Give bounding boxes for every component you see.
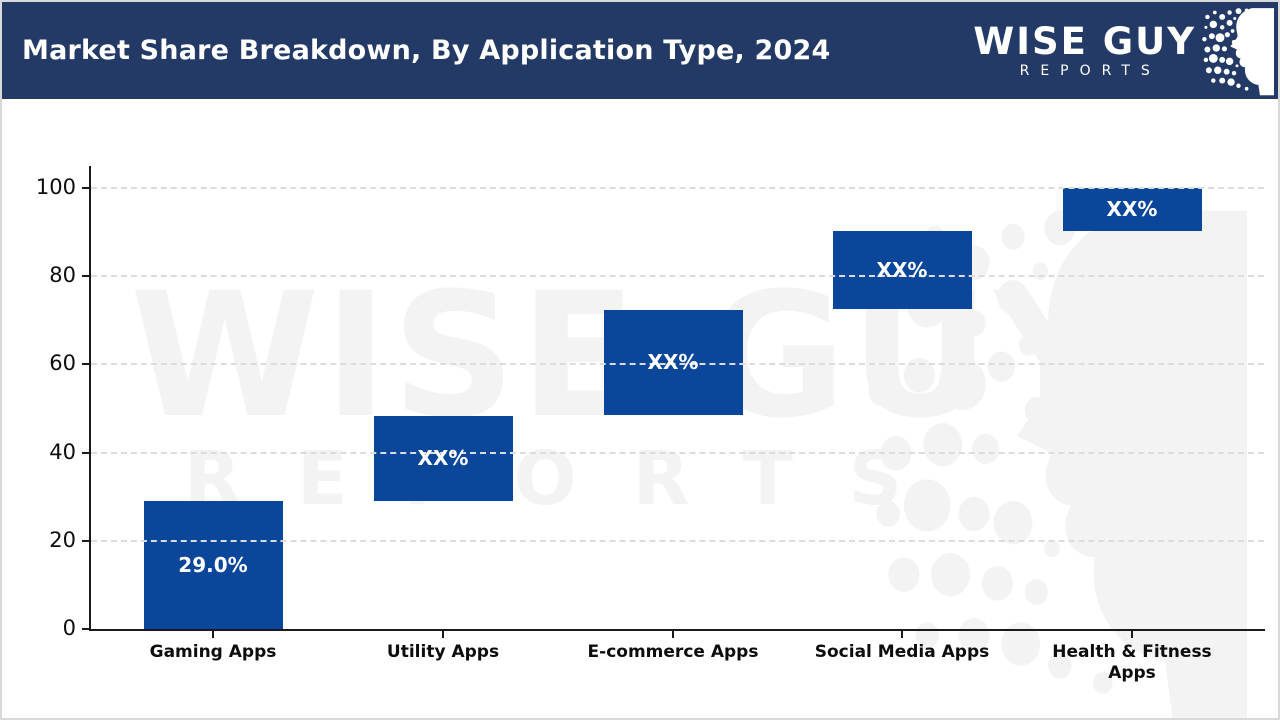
y-tick-mark	[82, 275, 89, 278]
bar-value-label: 29.0%	[178, 553, 248, 578]
gridline	[91, 275, 1264, 278]
y-tick-label: 40	[49, 439, 76, 464]
header-bar: Market Share Breakdown, By Application T…	[2, 2, 1280, 99]
x-category-label: E-commerce Apps	[587, 642, 759, 662]
x-category-label: Social Media Apps	[814, 642, 990, 662]
bar-e-commerce-apps	[603, 309, 743, 416]
bar-gaming-apps	[143, 501, 283, 629]
x-category-label: Health & Fitness Apps	[1052, 642, 1212, 684]
x-tick-mark	[672, 631, 674, 638]
bar-value-label: XX%	[876, 257, 928, 282]
gridline	[91, 539, 1264, 542]
y-tick-label: 60	[49, 351, 76, 376]
gridline	[91, 363, 1264, 366]
y-tick-label: 20	[49, 527, 76, 552]
y-tick-mark	[82, 187, 89, 190]
logo-face-icon	[1200, 6, 1274, 96]
x-tick-mark	[212, 631, 214, 638]
logo-subtitle: REPORTS	[1019, 62, 1161, 79]
bar-value-label: XX%	[417, 446, 469, 471]
bar-health-fitness-apps	[1062, 188, 1202, 231]
x-tick-mark	[901, 631, 903, 638]
wise-guy-reports-logo: WISE GUY REPORTS	[973, 6, 1280, 96]
x-category-label: Utility Apps	[386, 642, 500, 662]
y-tick-mark	[82, 539, 89, 542]
y-tick-mark	[82, 451, 89, 454]
bar-value-label: XX%	[647, 350, 699, 375]
bar-social-media-apps	[832, 230, 972, 309]
y-tick-label: 100	[35, 175, 76, 200]
y-tick-label: 80	[49, 263, 76, 288]
x-tick-mark	[1131, 631, 1133, 638]
bar-utility-apps	[373, 415, 513, 502]
y-tick-mark	[82, 628, 89, 630]
y-axis	[89, 166, 91, 631]
x-axis	[89, 629, 1265, 631]
x-tick-mark	[442, 631, 444, 638]
bar-value-label: XX%	[1106, 197, 1158, 222]
logo-wordmark: WISE GUY	[973, 19, 1196, 63]
logo-text: WISE GUY REPORTS	[973, 23, 1196, 79]
page-title: Market Share Breakdown, By Application T…	[22, 35, 831, 66]
y-tick-label: 0	[62, 616, 76, 640]
gridline	[91, 187, 1264, 190]
x-category-label: Gaming Apps	[149, 642, 277, 662]
gridline	[91, 451, 1264, 454]
y-tick-mark	[82, 363, 89, 366]
watermark-subtext: REPORTS	[184, 436, 959, 522]
